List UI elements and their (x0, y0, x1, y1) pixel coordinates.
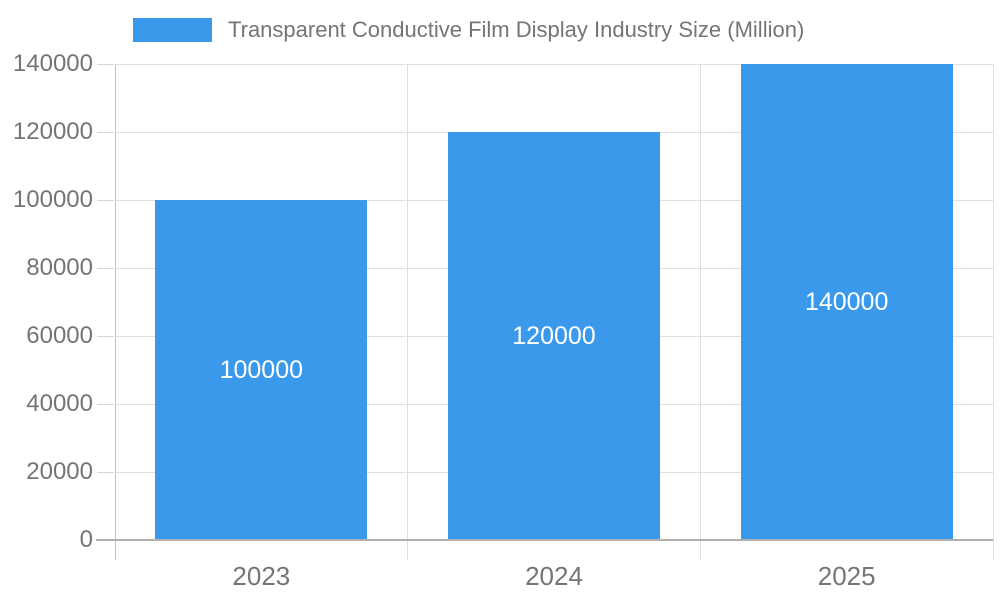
y-axis-label: 40000 (26, 390, 93, 417)
legend-label: Transparent Conductive Film Display Indu… (228, 17, 805, 42)
y-axis-tick (97, 199, 114, 201)
bar-2023[interactable]: 100000 (155, 200, 368, 540)
category-boundary-line (699, 64, 701, 560)
y-axis-label: 20000 (26, 458, 93, 485)
legend-swatch (133, 18, 212, 42)
x-axis-label-2024: 2024 (525, 561, 583, 591)
bar-value-label: 140000 (804, 288, 889, 316)
bar-value-label: 100000 (219, 356, 304, 384)
y-axis-line (114, 64, 116, 560)
y-axis-label: 60000 (26, 322, 93, 349)
y-axis-label: 120000 (12, 118, 93, 145)
y-axis-label: 0 (79, 526, 93, 553)
y-axis-label: 100000 (12, 186, 93, 213)
y-axis-tick (97, 403, 114, 405)
y-axis-tick (97, 131, 114, 133)
gridline (115, 63, 993, 65)
bar-value-label: 120000 (512, 322, 596, 350)
y-axis-tick (97, 471, 114, 473)
y-axis-tick (97, 335, 114, 337)
y-axis-tick (97, 63, 114, 65)
x-axis-label-2025: 2025 (817, 561, 876, 591)
category-boundary-line (407, 64, 409, 560)
y-axis-label: 140000 (12, 50, 93, 77)
bar-2025[interactable]: 140000 (740, 64, 953, 540)
x-axis-label-2023: 2023 (232, 561, 291, 591)
x-axis-line (96, 539, 993, 541)
bar-2024[interactable]: 120000 (448, 132, 660, 540)
y-axis-label: 80000 (26, 254, 93, 281)
y-axis-tick (97, 267, 114, 269)
category-boundary-line (992, 64, 994, 560)
legend-item[interactable]: Transparent Conductive Film Display Indu… (133, 14, 804, 46)
